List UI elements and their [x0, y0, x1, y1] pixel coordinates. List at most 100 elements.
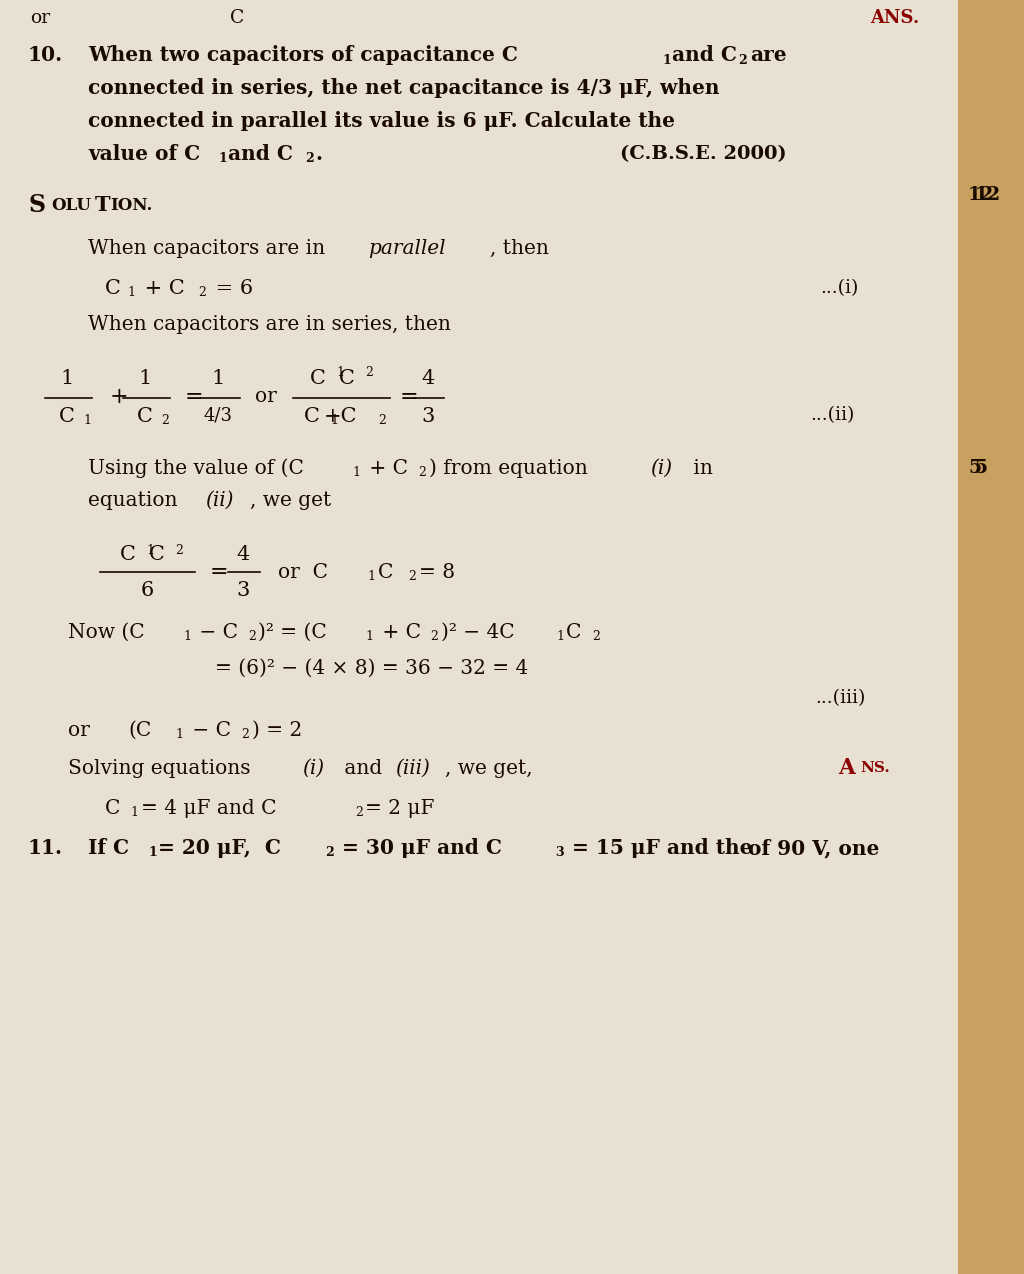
Text: 2: 2	[408, 571, 416, 583]
Text: or: or	[68, 721, 90, 739]
Text: Using the value of (C: Using the value of (C	[88, 459, 304, 478]
Text: C: C	[378, 563, 393, 581]
Text: = 20 μF,  C: = 20 μF, C	[158, 838, 281, 857]
Text: =: =	[210, 561, 228, 583]
Text: or  C: or C	[278, 563, 328, 581]
Text: 4: 4	[421, 368, 434, 387]
Text: C: C	[150, 545, 165, 564]
Text: 2: 2	[305, 153, 313, 166]
Text: ...(ii): ...(ii)	[810, 406, 854, 424]
Text: ...(iii): ...(iii)	[815, 689, 865, 707]
Text: 1: 1	[330, 414, 338, 428]
Text: 2: 2	[175, 544, 183, 557]
Text: 1: 1	[60, 368, 74, 387]
Text: = 15 μF and the: = 15 μF and the	[565, 838, 753, 857]
Text: OLU: OLU	[51, 196, 91, 214]
Text: ) from equation: ) from equation	[429, 459, 594, 478]
Text: S: S	[28, 192, 45, 217]
Text: are: are	[750, 45, 786, 65]
Text: 2: 2	[198, 287, 206, 299]
Text: 2: 2	[592, 631, 600, 643]
Text: ION.: ION.	[110, 196, 153, 214]
Text: 5: 5	[968, 459, 981, 476]
Text: 12: 12	[968, 186, 994, 204]
Text: When two capacitors of capacitance C: When two capacitors of capacitance C	[88, 45, 518, 65]
Text: 1: 1	[211, 368, 224, 387]
Text: C: C	[566, 623, 582, 642]
Text: 2: 2	[378, 414, 386, 428]
Text: ANS.: ANS.	[870, 9, 920, 27]
Text: (C: (C	[128, 721, 152, 739]
Text: )² − 4C: )² − 4C	[441, 623, 515, 642]
Text: = 4 μF and C: = 4 μF and C	[141, 799, 276, 818]
Text: +: +	[110, 386, 129, 408]
Text: C: C	[230, 9, 245, 27]
Text: 11.: 11.	[28, 838, 63, 857]
Text: 1: 1	[352, 466, 360, 479]
Text: 1: 1	[146, 544, 154, 557]
Text: 2: 2	[325, 846, 334, 860]
Text: (i): (i)	[302, 758, 325, 777]
Text: .: .	[315, 144, 322, 164]
Text: value of C: value of C	[88, 144, 200, 164]
Text: NS.: NS.	[860, 761, 890, 775]
Text: , we get,: , we get,	[445, 758, 532, 777]
Text: C: C	[339, 368, 355, 387]
Text: 4/3: 4/3	[204, 406, 232, 426]
Text: 1: 1	[367, 571, 375, 583]
Text: C: C	[137, 406, 153, 426]
Text: + C: + C	[376, 623, 421, 642]
Text: C: C	[304, 406, 319, 426]
Text: and C: and C	[672, 45, 737, 65]
Text: (iii): (iii)	[395, 758, 430, 777]
Text: C: C	[59, 406, 75, 426]
Text: 1: 1	[183, 631, 191, 643]
Text: 2: 2	[355, 806, 362, 819]
Text: 1: 1	[662, 54, 671, 66]
Text: Solving equations: Solving equations	[68, 758, 257, 777]
Text: of 90 V, one: of 90 V, one	[748, 838, 880, 857]
Text: 3: 3	[555, 846, 563, 860]
Text: If C: If C	[88, 838, 129, 857]
Text: A: A	[838, 757, 855, 778]
Text: T: T	[95, 195, 111, 215]
Text: 2: 2	[241, 729, 249, 741]
Bar	[958, 0, 1024, 1274]
Text: 3: 3	[421, 406, 434, 426]
Text: C: C	[105, 799, 121, 818]
Text: When capacitors are in series, then: When capacitors are in series, then	[88, 316, 451, 335]
Text: and C: and C	[228, 144, 293, 164]
Text: or: or	[255, 387, 276, 406]
Text: 2: 2	[418, 466, 426, 479]
Text: C: C	[105, 279, 121, 298]
Text: = (6)² − (4 × 8) = 36 − 32 = 4: = (6)² − (4 × 8) = 36 − 32 = 4	[215, 659, 528, 678]
Text: , then: , then	[490, 238, 549, 257]
Text: 1: 1	[556, 631, 564, 643]
Text: 3: 3	[237, 581, 250, 600]
Text: = 2 μF: = 2 μF	[365, 799, 434, 818]
Text: connected in series, the net capacitance is 4/3 μF, when: connected in series, the net capacitance…	[88, 78, 720, 98]
Text: + C: + C	[362, 459, 408, 478]
Text: 1: 1	[83, 414, 91, 428]
Text: =: =	[185, 386, 204, 408]
Text: parallel: parallel	[368, 238, 445, 257]
Text: (i): (i)	[650, 459, 672, 478]
Text: 1: 1	[127, 287, 135, 299]
Text: connected in parallel its value is 6 μF. Calculate the: connected in parallel its value is 6 μF.…	[88, 111, 675, 131]
Text: )² = (C: )² = (C	[258, 623, 327, 642]
Text: 1: 1	[130, 806, 138, 819]
Text: ) = 2: ) = 2	[252, 721, 302, 739]
Text: (ii): (ii)	[205, 490, 233, 510]
Text: + C: + C	[138, 279, 184, 298]
Text: equation: equation	[88, 490, 184, 510]
Text: 1: 1	[218, 153, 226, 166]
Text: 12: 12	[975, 186, 1001, 204]
Text: Now (C: Now (C	[68, 623, 144, 642]
Text: 1: 1	[175, 729, 183, 741]
Text: ...(i): ...(i)	[820, 279, 858, 297]
Text: +C: +C	[324, 406, 356, 426]
Text: 1: 1	[336, 367, 344, 380]
Text: 1: 1	[148, 846, 157, 860]
Text: 10.: 10.	[28, 45, 63, 65]
Text: C: C	[120, 545, 136, 564]
